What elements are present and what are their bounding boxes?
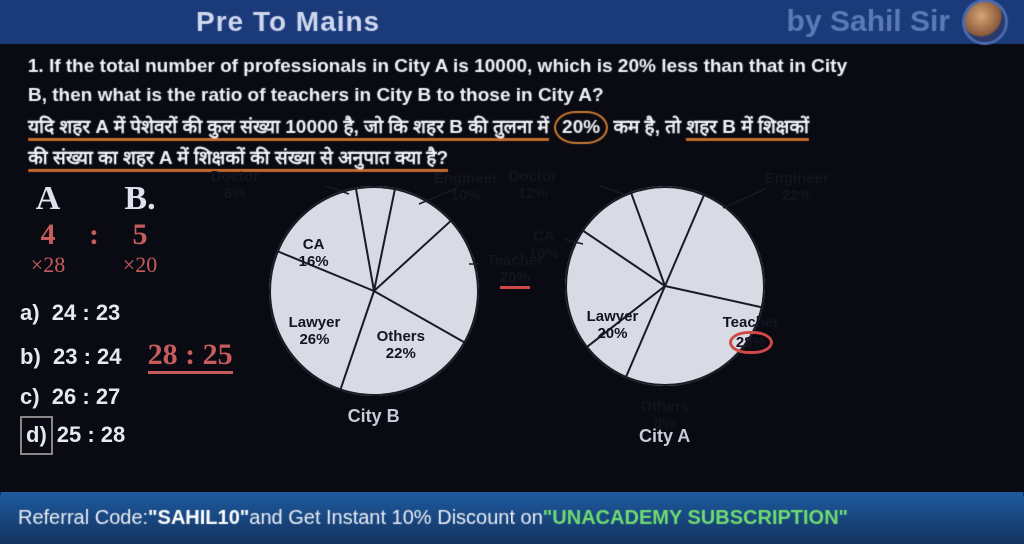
by-sahil-text: by Sahil Sir [787, 5, 951, 39]
footer-unacademy: "UNACADEMY SUBSCRIPTION" [543, 507, 848, 530]
option-c-text: 26 : 27 [52, 384, 121, 409]
hand-A: A [20, 180, 76, 218]
option-d-text: 25 : 28 [57, 422, 126, 447]
q-line2: B, then what is the ratio of teachers in… [28, 81, 996, 110]
hand-colon: : [82, 218, 106, 252]
work-row: A 4 ×28 : B. 5 ×20 a) 24 : 23 b) 23 : 24 [0, 180, 1024, 457]
footer-pre: Referral Code: [18, 507, 148, 530]
hand-x28: ×28 [20, 252, 76, 278]
title-pre-mains: Pre To Mains [196, 6, 380, 38]
pie-city-a: City A Others8% Doctor12%Engineer22%Teac… [565, 186, 765, 447]
q-hindi-20pct: 20% [554, 111, 608, 144]
option-a-text: 24 : 23 [52, 300, 121, 325]
q-hindi1a: यदि शहर A में पेशेवरों की कुल संख्या 100… [28, 117, 549, 141]
option-d[interactable]: d)25 : 28 [20, 416, 233, 454]
options-col: A 4 ×28 : B. 5 ×20 a) 24 : 23 b) 23 : 24 [20, 180, 233, 457]
q-number: 1. [28, 56, 44, 77]
by-sahil: by Sahil Sir [786, 0, 1008, 45]
option-b-text: 23 : 24 [53, 344, 122, 369]
question-block: 1. If the total number of professionals … [0, 44, 1024, 174]
pieB-label-ca: CA16% [299, 236, 329, 271]
hand-5: 5 [112, 218, 168, 252]
pie-a-others-below: Others8% [640, 398, 688, 433]
pieA-label-teacher: Teacher28% [723, 314, 779, 355]
footer-code: "SAHIL10" [148, 507, 249, 530]
options-list: a) 24 : 23 b) 23 : 24 28 : 25 c) 26 : 27… [20, 296, 233, 455]
q-hindi1c: कम है, तो [613, 117, 686, 138]
pieA-label-ca: CA10% [529, 228, 559, 263]
pieA-label-doctor: Doctor12% [509, 168, 557, 203]
pieB-label-doctor: Doctor6% [211, 168, 259, 203]
top-bar: Pre To Mains by Sahil Sir [0, 0, 1024, 44]
option-a[interactable]: a) 24 : 23 [20, 296, 233, 330]
hand-x20: ×20 [112, 252, 168, 278]
q-line1: 1. If the total number of professionals … [28, 52, 997, 81]
q-line1a: If the total number of professionals in … [49, 56, 847, 77]
pieB-label-engineer: Engineer10% [434, 170, 498, 205]
q-hindi1d: शहर B में शिक्षकों [686, 117, 809, 141]
pieA-label-engineer: Engineer22% [765, 170, 829, 205]
q-hindi1: यदि शहर A में पेशेवरों की कुल संख्या 100… [28, 111, 996, 144]
hand-B: B. [112, 180, 168, 218]
pieB-label-lawyer: Lawyer26% [289, 314, 341, 349]
pieA-label-lawyer: Lawyer20% [587, 308, 639, 343]
hand-4: 4 [41, 218, 56, 251]
option-c[interactable]: c) 26 : 27 [20, 380, 233, 414]
avatar [962, 0, 1008, 45]
footer-mid: and Get Instant 10% Discount on [249, 507, 543, 530]
hand-answer: 28 : 25 [148, 338, 233, 374]
pie-b-caption: City B [269, 406, 479, 427]
pie-city-b: City B Doctor6%Engineer10%Teacher20%Othe… [269, 186, 479, 427]
pieB-label-others: Others22% [377, 328, 425, 363]
footer-bar: Referral Code: "SAHIL10" and Get Instant… [0, 492, 1024, 544]
option-b[interactable]: b) 23 : 24 28 : 25 [20, 332, 233, 379]
